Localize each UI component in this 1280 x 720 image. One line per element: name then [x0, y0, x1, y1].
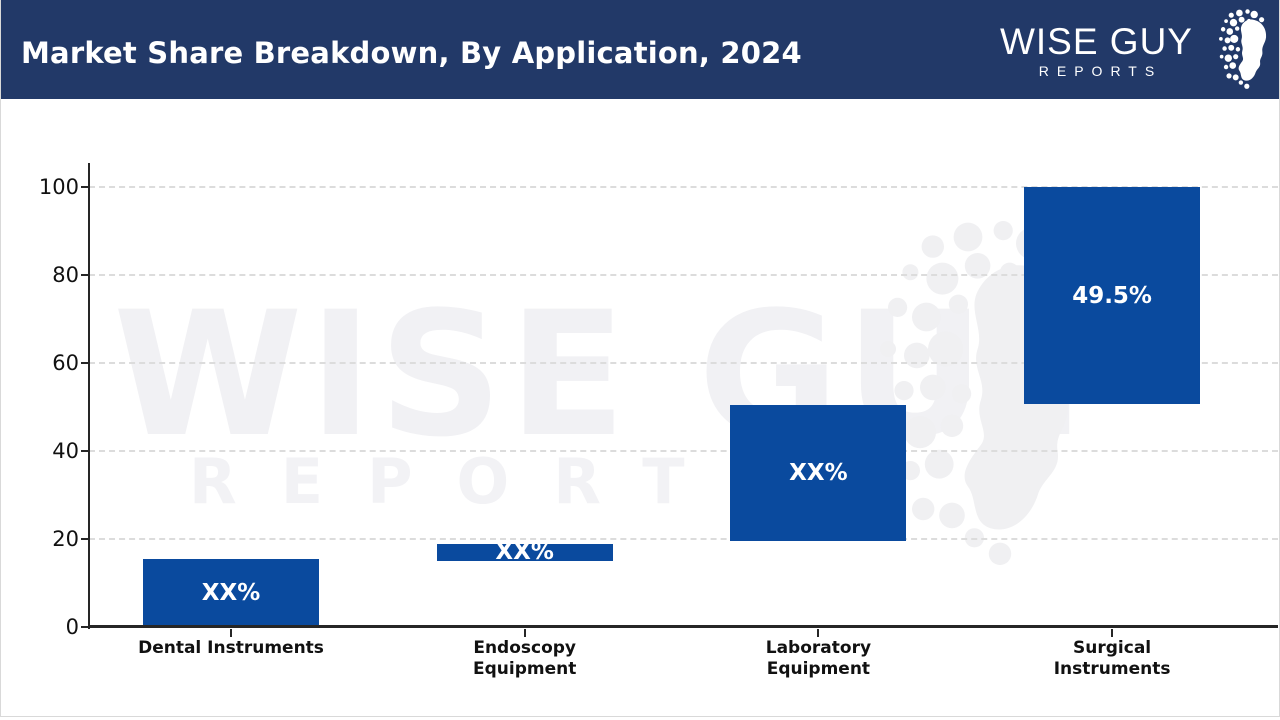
gridline: [89, 362, 1278, 364]
y-tick-label: 80: [52, 263, 79, 287]
bar: 49.5%: [1024, 187, 1201, 405]
x-axis-tick: [523, 629, 526, 637]
brand-wordmark: WISE GUY: [999, 20, 1193, 62]
brand-logo-text: WISE GUY REPORTS: [1000, 23, 1193, 78]
brand-logo: WISE GUY REPORTS: [1000, 6, 1269, 94]
y-tick-label: 20: [52, 527, 79, 551]
y-tick-label: 40: [52, 439, 79, 463]
bar: XX%: [730, 404, 907, 542]
x-axis-line: [88, 625, 1278, 628]
brand-subtext: REPORTS: [1038, 62, 1163, 79]
bar-value-label: 49.5%: [1072, 282, 1152, 309]
x-axis-tick: [817, 629, 820, 637]
chart-area: WISE GUY REPORTS 0 20 40 60 80 100 XX% Dental I…: [1, 99, 1279, 716]
y-axis-tick: [81, 362, 89, 364]
header-banner: Market Share Breakdown, By Application, …: [1, 0, 1279, 99]
page-title: Market Share Breakdown, By Application, …: [21, 36, 802, 70]
dotted-face-icon: [1219, 9, 1267, 89]
x-tick-label: Dental Instruments: [138, 638, 324, 658]
gridline: [89, 450, 1278, 452]
y-axis-tick: [81, 538, 89, 540]
gridline: [89, 186, 1278, 188]
x-tick-label: Laboratory Equipment: [765, 638, 872, 679]
y-axis-tick: [81, 274, 89, 276]
bar-value-label: XX%: [201, 580, 261, 607]
y-tick-label: 60: [52, 351, 79, 375]
y-axis-tick: [81, 186, 89, 188]
y-tick-label: 100: [38, 175, 79, 199]
bar-value-label: XX%: [789, 459, 848, 486]
gridline: [89, 274, 1278, 276]
y-tick-label: 0: [65, 615, 79, 639]
x-axis-tick: [1111, 629, 1114, 637]
bar-value-label: XX%: [495, 539, 554, 566]
watermark-subtext: REPORTS: [189, 445, 818, 518]
x-tick-label: Endoscopy Equipment: [473, 638, 577, 679]
bar: XX%: [436, 539, 613, 565]
y-axis-line: [88, 163, 90, 629]
gridline: [89, 538, 1278, 540]
bar: XX%: [143, 559, 319, 627]
x-tick-label: Surgical Instruments: [1053, 638, 1171, 679]
x-axis-tick: [230, 629, 232, 637]
y-axis-tick: [81, 450, 89, 452]
y-axis-tick: [81, 626, 89, 628]
